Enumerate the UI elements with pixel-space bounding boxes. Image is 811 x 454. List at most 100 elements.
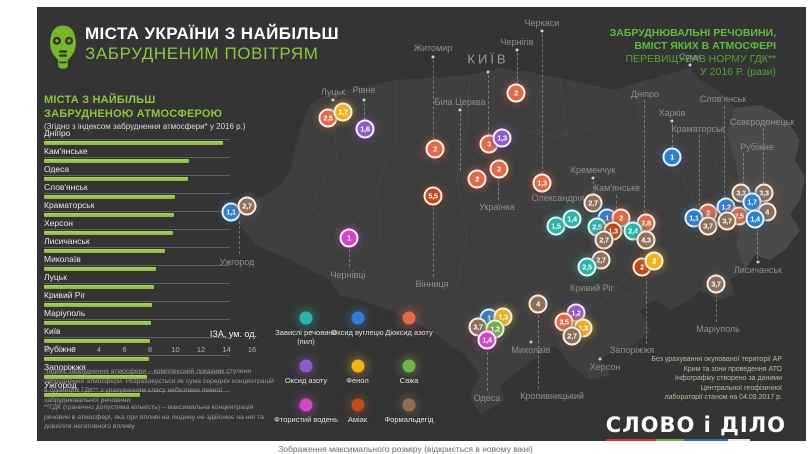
bar-value[interactable] <box>44 321 152 325</box>
bar-row: Кам'янське <box>44 147 259 163</box>
pollutant-marker-no2[interactable]: 2 <box>489 159 509 179</box>
pollutant-marker-nh3[interactable]: 5,5 <box>423 186 443 206</box>
credits-line: Інфографіку створено за даними <box>675 375 782 383</box>
pollutant-marker-hf[interactable]: 1 <box>339 228 359 248</box>
bar-row: Краматорськ <box>44 201 259 217</box>
chart-subtitle: (Згідно з індексом забруднення атмосфери… <box>44 122 246 131</box>
bar-value[interactable] <box>44 249 166 253</box>
pollutant-marker-co[interactable]: 1,4 <box>745 209 765 229</box>
city-label-Черкаси: Черкаси <box>524 18 560 28</box>
pollutant-marker-phenol[interactable]: 2 <box>644 251 664 271</box>
legend-dot-hf <box>299 398 313 412</box>
pollutant-marker-phenol[interactable]: 1,7 <box>333 102 353 122</box>
city-label-Дніпро: Дніпро <box>631 89 659 99</box>
leader-line <box>433 60 434 140</box>
bar-value[interactable] <box>44 159 190 163</box>
bar-value[interactable] <box>44 231 173 235</box>
legend-label-co: Оксид вуглецю <box>331 328 384 337</box>
leader-line <box>763 128 764 184</box>
credits-line: Без урахування окупованої території АР <box>651 356 782 363</box>
legend-label-form: Формальдегід <box>384 415 434 424</box>
leader-line <box>724 106 725 198</box>
bar-value[interactable] <box>44 393 140 397</box>
credits-line: Крим та зони проведення АТО <box>683 365 782 373</box>
city-label-КИЇВ: КИЇВ <box>467 51 509 67</box>
leader-line <box>644 100 645 213</box>
city-label-Біла Церква: Біла Церква <box>434 97 486 107</box>
pollutant-marker-form[interactable]: 2,7 <box>562 326 582 346</box>
legend-label-no2: Діоксид азоту <box>385 328 433 337</box>
leader-line <box>239 221 240 254</box>
bar-value[interactable] <box>44 303 153 307</box>
city-label-Слов'янськ: Слов'янськ <box>699 94 747 104</box>
bar-value[interactable] <box>44 141 223 145</box>
bar-city-label: Ужгород <box>44 381 230 392</box>
pollutant-marker-form[interactable]: 2,7 <box>583 193 603 213</box>
pollutant-marker-no2[interactable]: 2 <box>467 169 487 189</box>
bar-value[interactable] <box>44 357 149 361</box>
pollutant-marker-no2[interactable]: 1,3 <box>532 173 552 193</box>
bar-chart: Дніпро Кам'янське Одеса Слов'янськ Краматорс… <box>44 129 259 399</box>
bar-city-label: Луцьк <box>44 273 230 284</box>
main-title-line2: ЗАБРУДНЕНИМ ПОВІТРЯМ <box>85 44 319 63</box>
legend-dot-nh3 <box>351 398 364 412</box>
leader-line <box>364 103 365 120</box>
legend-label-phenol: Фенол <box>346 376 369 385</box>
bar-value[interactable] <box>44 213 175 217</box>
bar-value[interactable] <box>44 177 189 181</box>
pollutant-marker-co[interactable]: 1 <box>662 147 682 167</box>
bar-value[interactable] <box>44 285 154 289</box>
bar-row: Одеса <box>44 165 259 181</box>
pollutant-marker-form[interactable]: 2,7 <box>594 230 614 250</box>
right-title-line1: ЗАБРУДНЮВАЛЬНІ РЕЧОВИНИ, <box>609 27 776 39</box>
credits-line: Центральної геофізичної <box>700 384 782 392</box>
city-label-Сєвєродонецьк: Сєвєродонецьк <box>729 117 795 127</box>
city-label-Харків: Харків <box>658 108 686 118</box>
city-dot <box>756 260 760 264</box>
axis-tick-label: 0 <box>45 345 51 354</box>
pollutant-marker-no2[interactable]: 2 <box>425 139 445 159</box>
city-dot <box>486 70 490 74</box>
city-dot <box>431 55 435 59</box>
logo-bar-segment <box>655 439 684 441</box>
city-label-Маріуполь: Маріуполь <box>696 324 740 334</box>
city-label-Краматорськ: Краматорськ <box>671 124 725 134</box>
city-label-Кам'янське: Кам'янське <box>593 183 641 193</box>
pollutant-marker-form[interactable]: 4 <box>528 294 548 314</box>
pollutant-marker-form[interactable]: 3,7 <box>717 211 737 231</box>
bar-row: Маріуполь <box>44 309 259 325</box>
pollutant-marker-no[interactable]: 1,3 <box>492 128 512 148</box>
leader-line <box>517 53 518 84</box>
bar-value[interactable] <box>44 195 176 199</box>
pollutant-marker-form[interactable]: 3,7 <box>706 274 726 294</box>
pollutant-marker-dust[interactable]: 2,5 <box>577 257 597 277</box>
pollutant-marker-form[interactable]: 2,7 <box>237 196 257 216</box>
footnote-gdk: **ГДК (гранично допустима кількість) – м… <box>44 404 264 431</box>
leader-line <box>593 181 594 194</box>
city-dot <box>598 357 602 361</box>
pollutant-marker-form[interactable]: 3,7 <box>698 216 718 236</box>
pollutant-marker-hf[interactable]: 1,4 <box>477 330 497 350</box>
leader-line <box>488 75 489 135</box>
pollutant-marker-no2[interactable]: 2 <box>506 83 526 103</box>
city-dot <box>688 63 692 67</box>
city-label-Одеса: Одеса <box>473 393 501 403</box>
bar-city-label: Слов'янськ <box>44 183 230 194</box>
bar-value[interactable] <box>44 375 148 379</box>
city-dot <box>529 340 533 344</box>
pollutant-marker-no[interactable]: 1,6 <box>355 119 375 139</box>
logo-text: СЛОВО і ДІЛО <box>605 413 786 437</box>
city-label-Кропивницький: Кропивницький <box>520 391 584 401</box>
city-label-Чернігів: Чернігів <box>500 37 534 47</box>
pollutant-marker-dust[interactable]: 1,5 <box>546 216 566 236</box>
bar-city-label: Запоріжжя <box>44 363 230 374</box>
image-caption[interactable]: Зображення максимального розміру (відкри… <box>278 444 533 454</box>
bar-value[interactable] <box>44 267 157 271</box>
pollutant-marker-dust[interactable]: 1,4 <box>562 209 582 229</box>
bar-value[interactable] <box>44 339 150 343</box>
leader-line <box>716 294 717 322</box>
city-label-Суми: Суми <box>678 52 702 62</box>
bar-city-label: Херсон <box>44 219 230 230</box>
pollutant-marker-form[interactable]: 4,3 <box>636 230 656 250</box>
